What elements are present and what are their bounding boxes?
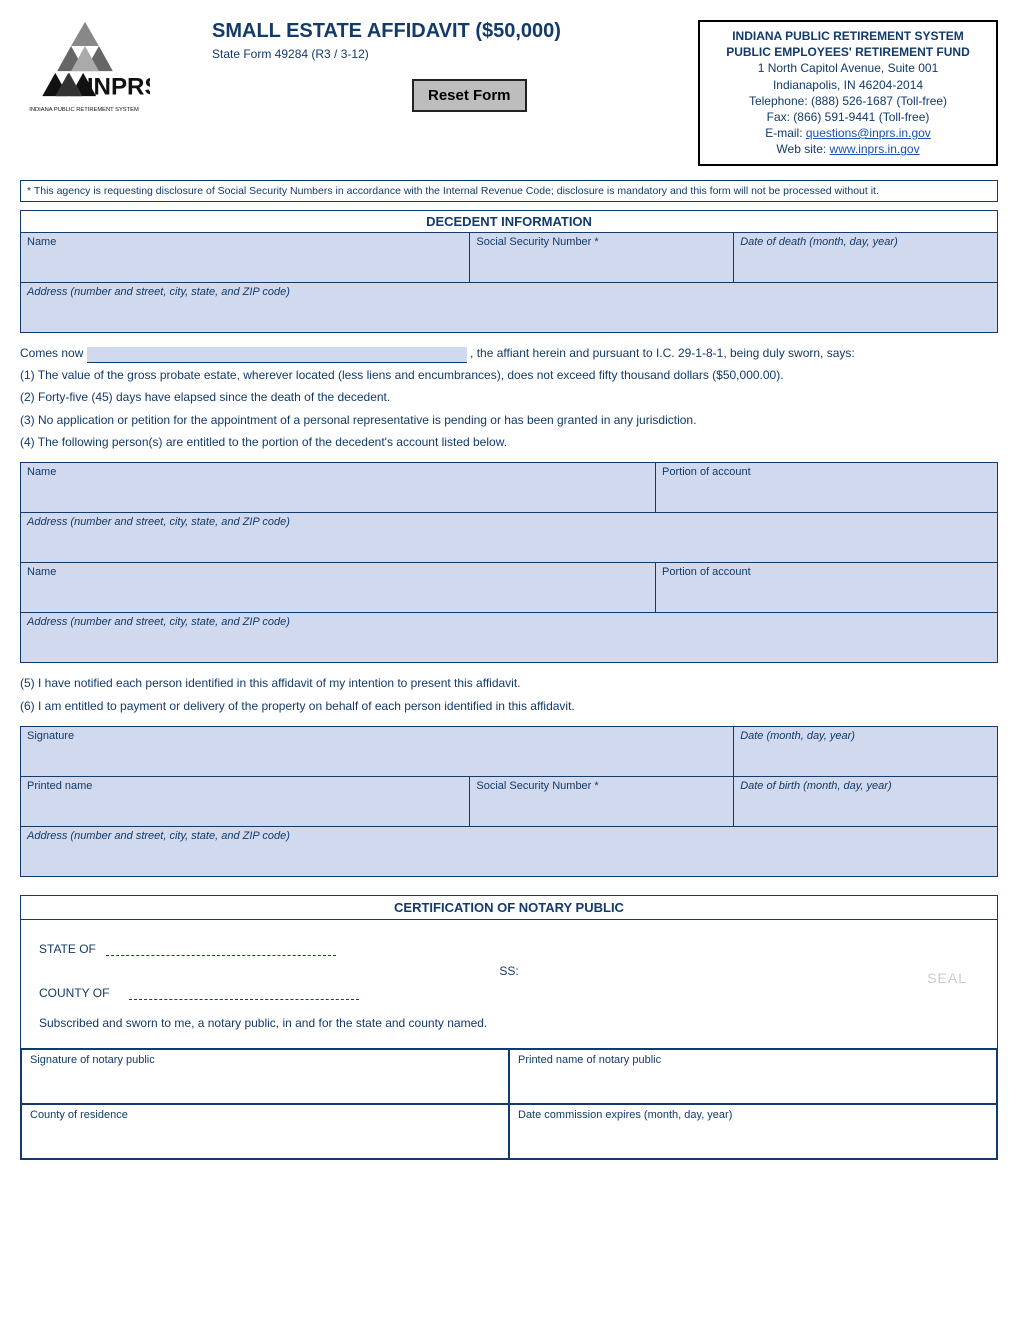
entitled1-address-field[interactable]: Address (number and street, city, state,… <box>21 513 998 563</box>
notary-expires-field[interactable]: Date commission expires (month, day, yea… <box>509 1104 997 1159</box>
affiant-table: Signature Date (month, day, year) Printe… <box>20 726 998 877</box>
header-row: INPRS INDIANA PUBLIC RETIREMENT SYSTEM S… <box>20 20 998 166</box>
inprs-logo: INPRS INDIANA PUBLIC RETIREMENT SYSTEM <box>20 20 150 122</box>
affiant-signature-field[interactable]: Signature <box>21 727 734 777</box>
affiant-name-blank[interactable] <box>87 347 467 363</box>
title-box: SMALL ESTATE AFFIDAVIT ($50,000) State F… <box>212 20 686 112</box>
affirmation-2: (2) Forty-five (45) days have elapsed si… <box>20 387 998 407</box>
decedent-section-header: DECEDENT INFORMATION <box>21 210 998 232</box>
agency-email: E-mail: questions@inprs.in.gov <box>710 125 986 141</box>
agency-line2: PUBLIC EMPLOYEES' RETIREMENT FUND <box>710 44 986 60</box>
ss-label: SS: <box>39 964 979 978</box>
decedent-ssn-field[interactable]: Social Security Number * <box>470 232 734 282</box>
notary-residence-field[interactable]: County of residence <box>21 1104 509 1159</box>
entitled-persons-table: Name Portion of account Address (number … <box>20 462 998 663</box>
decedent-dod-field[interactable]: Date of death (month, day, year) <box>734 232 998 282</box>
agency-web: Web site: www.inprs.in.gov <box>710 141 986 157</box>
entitled2-portion-field[interactable]: Portion of account <box>656 563 998 613</box>
notary-body: SEAL STATE OF SS: COUNTY OF Subscribed a… <box>21 920 997 1048</box>
affiant-address-field[interactable]: Address (number and street, city, state,… <box>21 827 998 877</box>
affirmation-block-2: (5) I have notified each person identifi… <box>20 673 998 716</box>
state-of-row: STATE OF <box>39 942 979 956</box>
agency-addr2: Indianapolis, IN 46204-2014 <box>710 77 986 93</box>
agency-fax: Fax: (866) 591-9441 (Toll-free) <box>710 109 986 125</box>
form-title: SMALL ESTATE AFFIDAVIT ($50,000) <box>212 20 686 43</box>
reset-form-button[interactable]: Reset Form <box>412 79 527 112</box>
notary-section: CERTIFICATION OF NOTARY PUBLIC SEAL STAT… <box>20 895 998 1160</box>
affirmation-4: (4) The following person(s) are entitled… <box>20 432 998 452</box>
county-of-row: COUNTY OF <box>39 986 979 1000</box>
county-blank[interactable] <box>129 999 359 1000</box>
notary-signature-field[interactable]: Signature of notary public <box>21 1049 509 1104</box>
affirmation-1: (1) The value of the gross probate estat… <box>20 365 998 385</box>
agency-info-box: INDIANA PUBLIC RETIREMENT SYSTEM PUBLIC … <box>698 20 998 166</box>
affirmation-5: (5) I have notified each person identifi… <box>20 673 998 693</box>
decedent-address-field[interactable]: Address (number and street, city, state,… <box>21 282 998 332</box>
sworn-statement: Subscribed and sworn to me, a notary pub… <box>39 1016 979 1030</box>
svg-text:INDIANA PUBLIC RETIREMENT SYST: INDIANA PUBLIC RETIREMENT SYSTEM <box>29 107 139 113</box>
affirmation-6: (6) I am entitled to payment or delivery… <box>20 696 998 716</box>
ssn-disclosure-notice: * This agency is requesting disclosure o… <box>20 180 998 202</box>
agency-addr1: 1 North Capitol Avenue, Suite 001 <box>710 60 986 76</box>
entitled2-name-field[interactable]: Name <box>21 563 656 613</box>
affiant-date-field[interactable]: Date (month, day, year) <box>734 727 998 777</box>
decedent-info-table: DECEDENT INFORMATION Name Social Securit… <box>20 210 998 333</box>
entitled2-address-field[interactable]: Address (number and street, city, state,… <box>21 613 998 663</box>
decedent-name-field[interactable]: Name <box>21 232 470 282</box>
agency-tel: Telephone: (888) 526-1687 (Toll-free) <box>710 93 986 109</box>
logo-container: INPRS INDIANA PUBLIC RETIREMENT SYSTEM <box>20 20 200 125</box>
affiant-printed-name-field[interactable]: Printed name <box>21 777 470 827</box>
affiant-ssn-field[interactable]: Social Security Number * <box>470 777 734 827</box>
entitled1-portion-field[interactable]: Portion of account <box>656 463 998 513</box>
notary-section-header: CERTIFICATION OF NOTARY PUBLIC <box>21 896 997 920</box>
notary-grid: Signature of notary public Printed name … <box>21 1048 997 1159</box>
seal-placeholder: SEAL <box>927 970 967 986</box>
comes-now-line: Comes now , the affiant herein and pursu… <box>20 343 998 363</box>
agency-web-link[interactable]: www.inprs.in.gov <box>830 142 920 156</box>
state-blank[interactable] <box>106 955 336 956</box>
agency-line1: INDIANA PUBLIC RETIREMENT SYSTEM <box>710 28 986 44</box>
affirmation-3: (3) No application or petition for the a… <box>20 410 998 430</box>
svg-text:INPRS: INPRS <box>87 73 150 100</box>
agency-email-link[interactable]: questions@inprs.in.gov <box>806 126 931 140</box>
affirmation-block: Comes now , the affiant herein and pursu… <box>20 343 998 453</box>
form-subtitle: State Form 49284 (R3 / 3-12) <box>212 47 686 61</box>
affiant-dob-field[interactable]: Date of birth (month, day, year) <box>734 777 998 827</box>
notary-printed-name-field[interactable]: Printed name of notary public <box>509 1049 997 1104</box>
entitled1-name-field[interactable]: Name <box>21 463 656 513</box>
